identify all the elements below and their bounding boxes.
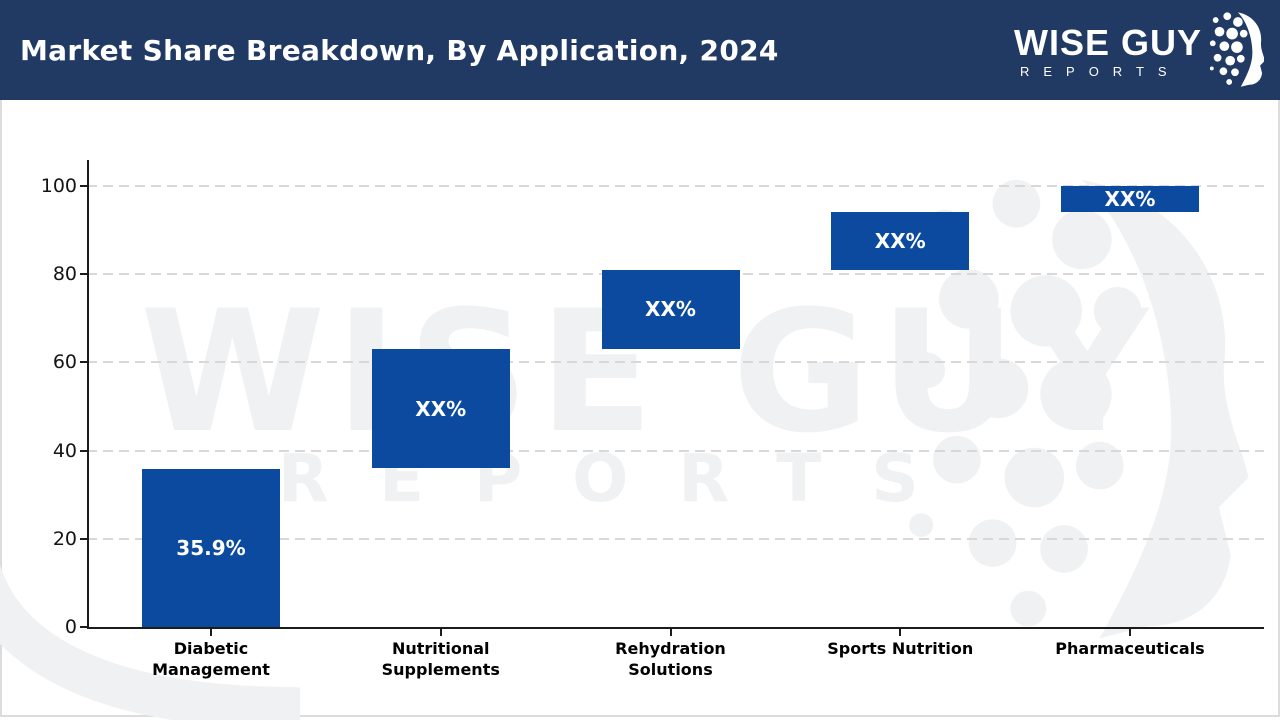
x-tick-nutritional-supplements xyxy=(439,629,442,636)
brand-logo-text: WISE GUY REPORTS xyxy=(1013,21,1202,79)
y-tick-20 xyxy=(80,537,87,540)
header-bar: Market Share Breakdown, By Application, … xyxy=(0,0,1280,100)
bar-value-label-sports-nutrition: XX% xyxy=(874,229,926,254)
gridline-20 xyxy=(87,537,1264,540)
bar-value-label-rehydration-solutions: XX% xyxy=(645,297,696,322)
y-tick-label-20: 20 xyxy=(52,527,77,550)
gridline-100 xyxy=(87,185,1264,187)
page-title: Market Share Breakdown, By Application, … xyxy=(20,33,779,67)
brand-subname: REPORTS xyxy=(1019,63,1181,79)
bar-nutritional-supplements: XX% xyxy=(371,349,510,469)
x-tick-label-rehydration-solutions: Rehydration Solutions xyxy=(615,639,726,679)
gridline-40 xyxy=(87,449,1264,452)
y-tick-label-60: 60 xyxy=(52,351,77,374)
x-tick-diabetic-management xyxy=(210,629,212,636)
bar-sports-nutrition: XX% xyxy=(831,212,970,270)
y-tick-60 xyxy=(80,361,87,364)
y-axis-line xyxy=(87,160,89,629)
bar-diabetic-management: 35.9% xyxy=(142,468,280,627)
brand-logo: WISE GUY REPORTS xyxy=(1014,10,1264,92)
x-tick-label-pharmaceuticals: Pharmaceuticals xyxy=(1055,639,1205,658)
bar-value-label-nutritional-supplements: XX% xyxy=(415,396,467,421)
bar-rehydration-solutions: XX% xyxy=(601,269,740,350)
y-tick-80 xyxy=(80,273,87,276)
y-tick-100 xyxy=(80,185,87,187)
gridline-60 xyxy=(87,361,1264,364)
x-tick-pharmaceuticals xyxy=(1129,629,1131,636)
y-tick-40 xyxy=(80,449,87,452)
x-axis-line xyxy=(87,627,1264,629)
y-tick-label-100: 100 xyxy=(40,175,77,197)
x-tick-sports-nutrition xyxy=(899,629,902,636)
x-tick-rehydration-solutions xyxy=(669,629,672,636)
x-tick-label-diabetic-management: Diabetic Management xyxy=(152,639,270,679)
bar-value-label-pharmaceuticals: XX% xyxy=(1104,187,1156,212)
y-tick-0 xyxy=(80,626,87,628)
x-tick-label-nutritional-supplements: Nutritional Supplements xyxy=(381,639,500,679)
y-tick-label-40: 40 xyxy=(52,439,77,462)
x-tick-label-sports-nutrition: Sports Nutrition xyxy=(827,639,974,658)
bar-value-label-diabetic-management: 35.9% xyxy=(176,535,246,560)
y-tick-label-0: 0 xyxy=(64,616,77,638)
brand-name: WISE GUY xyxy=(1013,21,1202,63)
y-tick-label-80: 80 xyxy=(52,263,77,286)
bar-pharmaceuticals: XX% xyxy=(1061,186,1199,213)
brand-face-icon xyxy=(1209,12,1264,87)
